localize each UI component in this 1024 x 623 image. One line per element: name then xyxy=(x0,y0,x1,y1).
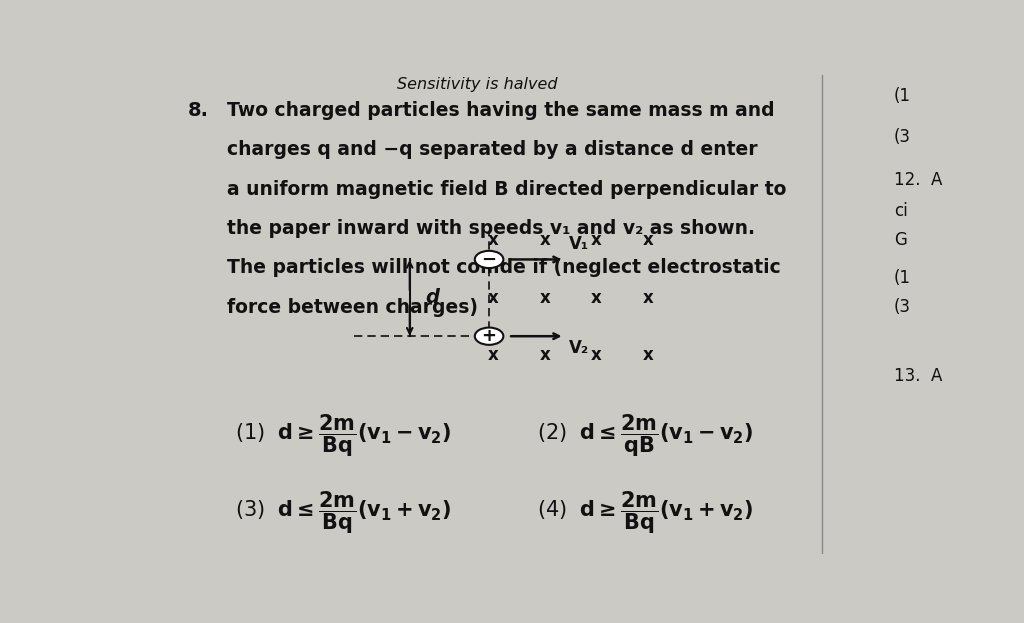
Text: (3: (3 xyxy=(894,298,910,316)
Text: force between charges): force between charges) xyxy=(227,298,478,317)
Text: x: x xyxy=(487,231,499,249)
Text: x: x xyxy=(591,346,601,364)
Text: charges q and −q separated by a distance d enter: charges q and −q separated by a distance… xyxy=(227,140,758,159)
Text: Two charged particles having the same mass m and: Two charged particles having the same ma… xyxy=(227,101,775,120)
Text: −: − xyxy=(481,250,497,269)
Text: (2)  $\mathbf{d \leq \dfrac{2m}{qB}(v_1 - v_2)}$: (2) $\mathbf{d \leq \dfrac{2m}{qB}(v_1 -… xyxy=(537,413,753,460)
Text: 12.  A: 12. A xyxy=(894,171,942,189)
Text: (4)  $\mathbf{d \geq \dfrac{2m}{Bq}(v_1 + v_2)}$: (4) $\mathbf{d \geq \dfrac{2m}{Bq}(v_1 +… xyxy=(537,490,753,536)
Text: x: x xyxy=(540,289,550,307)
Text: (1: (1 xyxy=(894,87,910,105)
Text: 8.: 8. xyxy=(187,101,209,120)
Text: (1: (1 xyxy=(894,269,910,287)
Text: (3: (3 xyxy=(894,128,910,146)
Text: x: x xyxy=(540,346,550,364)
Text: x: x xyxy=(540,231,550,249)
Text: the paper inward with speeds v₁ and v₂ as shown.: the paper inward with speeds v₁ and v₂ a… xyxy=(227,219,756,238)
Text: ci: ci xyxy=(894,202,907,220)
Text: x: x xyxy=(487,346,499,364)
Circle shape xyxy=(475,251,504,268)
Text: +: + xyxy=(481,327,497,345)
Text: V₂: V₂ xyxy=(568,339,589,356)
Text: x: x xyxy=(591,231,601,249)
Text: (3)  $\mathbf{d \leq \dfrac{2m}{Bq}(v_1 + v_2)}$: (3) $\mathbf{d \leq \dfrac{2m}{Bq}(v_1 +… xyxy=(236,490,452,536)
Text: Sensitivity is halved: Sensitivity is halved xyxy=(397,77,557,92)
Text: The particles will not collide if (neglect electrostatic: The particles will not collide if (negle… xyxy=(227,259,781,277)
Text: a uniform magnetic field B directed perpendicular to: a uniform magnetic field B directed perp… xyxy=(227,180,786,199)
Text: G: G xyxy=(894,231,906,249)
Circle shape xyxy=(475,328,504,345)
Text: x: x xyxy=(642,346,653,364)
Text: x: x xyxy=(642,231,653,249)
Text: x: x xyxy=(591,289,601,307)
Text: 13.  A: 13. A xyxy=(894,368,942,386)
Text: (1)  $\mathbf{d \geq \dfrac{2m}{Bq}(v_1 - v_2)}$: (1) $\mathbf{d \geq \dfrac{2m}{Bq}(v_1 -… xyxy=(236,413,452,460)
Text: d: d xyxy=(426,288,439,307)
Text: x: x xyxy=(487,289,499,307)
Text: V₁: V₁ xyxy=(568,235,589,253)
Text: x: x xyxy=(642,289,653,307)
